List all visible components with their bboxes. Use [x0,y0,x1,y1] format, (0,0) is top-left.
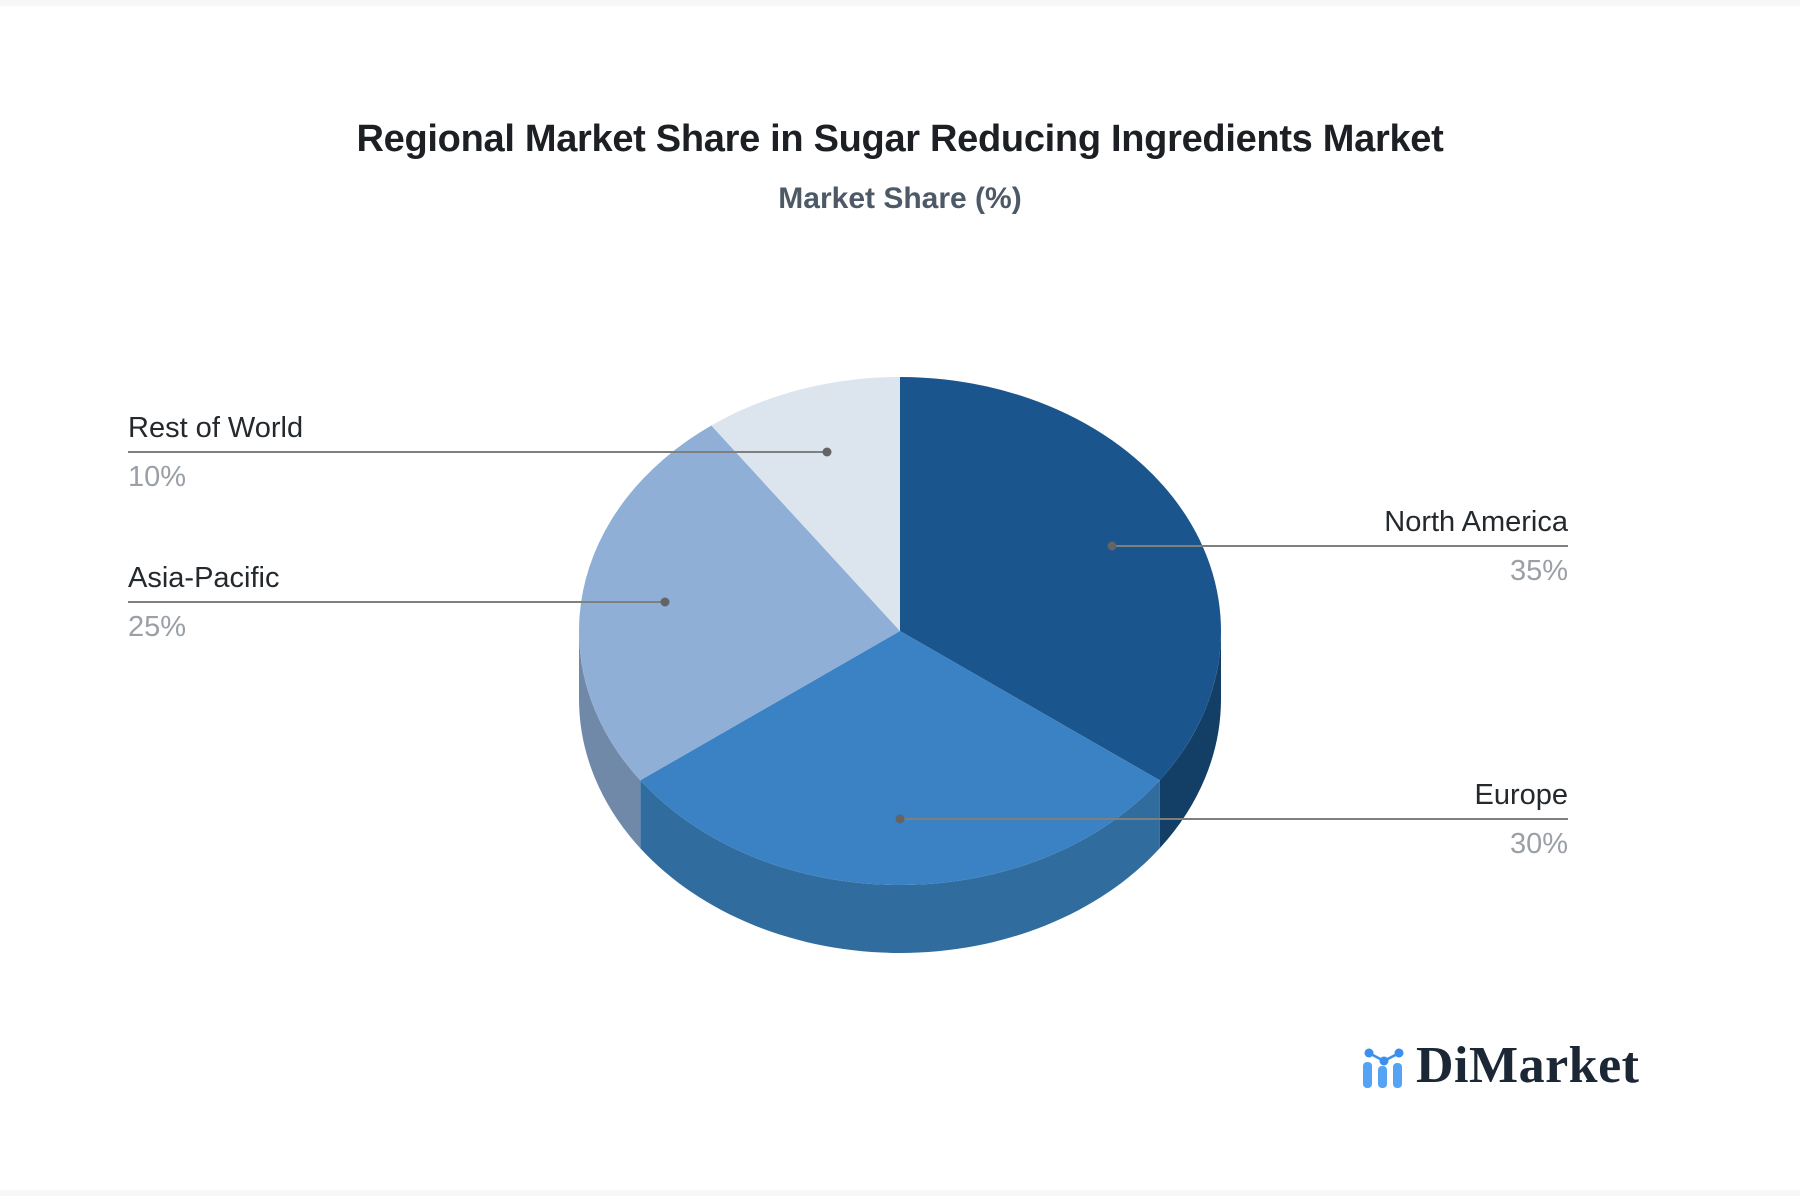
leader-dot [822,447,832,457]
pie-slice-north-america [900,377,1221,781]
pie-slice-rest-of-world [711,377,900,631]
bar-line-chart-icon [1363,1048,1404,1088]
chart-subtitle: Market Share (%) [778,182,1022,215]
logo-text: DiMarket [1416,1037,1640,1094]
slice-label-value: 10% [128,461,187,493]
pie-slice-asia-pacific [579,425,900,781]
page-top-strip [0,0,1800,6]
pie-side-asia-pacific [579,631,641,849]
pie-side-north-america [1159,631,1221,849]
leader-dot [660,597,670,607]
slice-label-name: North America [1384,506,1568,538]
chart-title: Regional Market Share in Sugar Reducing … [356,118,1444,160]
slice-label-name: Rest of World [128,412,304,444]
leader-dot [1107,541,1117,551]
page-bottom-strip [0,1190,1800,1196]
pie-slice-europe [640,631,1160,885]
slice-label-name: Europe [1474,779,1568,811]
slice-label-value: 35% [1509,555,1568,587]
slice-label-name: Asia-Pacific [128,562,280,594]
pie-side-europe [640,780,1160,953]
slice-label-value: 30% [1509,828,1568,860]
leader-dot [895,814,905,824]
slice-label-value: 25% [128,611,187,643]
